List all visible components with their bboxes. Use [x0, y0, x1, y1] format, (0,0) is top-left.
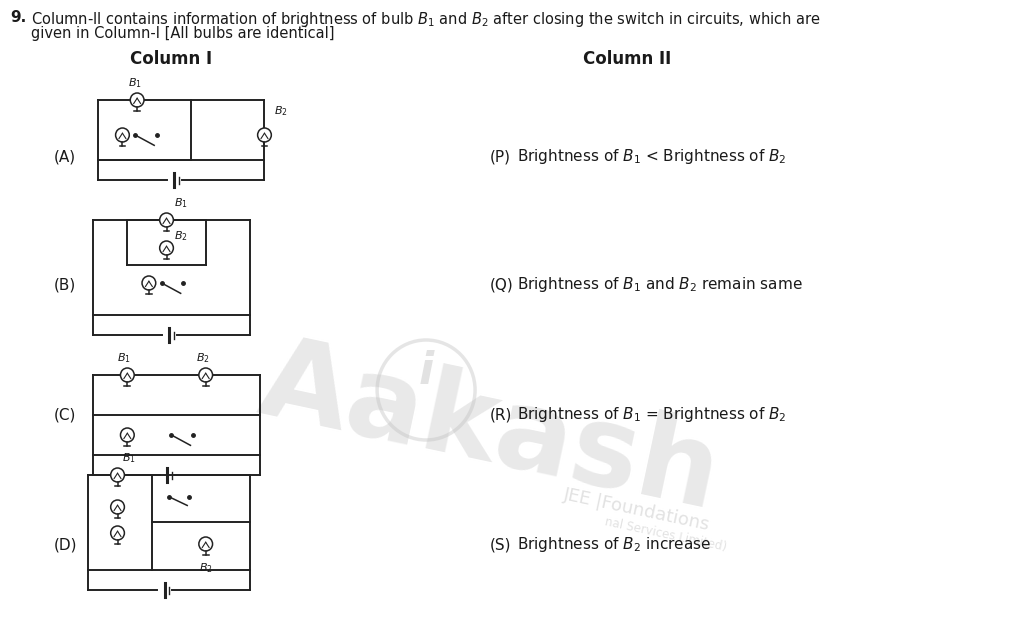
Text: $B_1$: $B_1$ — [174, 196, 188, 210]
Text: Column I: Column I — [130, 50, 212, 68]
Text: Column II: Column II — [583, 50, 671, 68]
Circle shape — [199, 537, 213, 551]
Text: $B_2$: $B_2$ — [174, 229, 188, 243]
Text: $B_1$: $B_1$ — [118, 351, 131, 365]
Text: (S): (S) — [489, 537, 511, 552]
Circle shape — [142, 276, 156, 290]
Text: $B_1$: $B_1$ — [128, 76, 142, 90]
Text: nal Services Limited): nal Services Limited) — [604, 516, 728, 554]
Text: given in Column-I [All bulbs are identical]: given in Column-I [All bulbs are identic… — [32, 26, 335, 41]
Text: (D): (D) — [54, 537, 78, 552]
Text: Brightness of $B_2$ increase: Brightness of $B_2$ increase — [517, 535, 712, 554]
Text: Brightness of $B_1$ < Brightness of $B_2$: Brightness of $B_1$ < Brightness of $B_2… — [517, 147, 786, 166]
Circle shape — [121, 428, 134, 442]
Circle shape — [111, 500, 124, 514]
Circle shape — [258, 128, 271, 142]
Text: $B_2$: $B_2$ — [199, 561, 213, 575]
Circle shape — [160, 213, 173, 227]
Text: 9.: 9. — [10, 10, 26, 25]
Text: Brightness of $B_1$ and $B_2$ remain same: Brightness of $B_1$ and $B_2$ remain sam… — [517, 276, 803, 295]
Text: (C): (C) — [54, 408, 76, 422]
Circle shape — [130, 93, 144, 107]
Text: JEE |Foundations: JEE |Foundations — [562, 486, 712, 534]
Text: (B): (B) — [54, 277, 76, 293]
Circle shape — [111, 526, 124, 540]
Circle shape — [160, 241, 173, 255]
Text: $B_2$: $B_2$ — [196, 351, 210, 365]
Text: $B_1$: $B_1$ — [123, 451, 136, 465]
Text: (R): (R) — [489, 408, 512, 422]
Text: i: i — [419, 351, 434, 394]
Text: Column-II contains information of brightness of bulb $B_1$ and $B_2$ after closi: Column-II contains information of bright… — [32, 10, 821, 29]
Text: Aakash: Aakash — [250, 327, 729, 533]
Circle shape — [199, 368, 213, 382]
Text: (A): (A) — [54, 149, 76, 164]
Circle shape — [116, 128, 129, 142]
Text: (Q): (Q) — [489, 277, 513, 293]
Circle shape — [121, 368, 134, 382]
Circle shape — [111, 468, 124, 482]
Text: $B_2$: $B_2$ — [274, 104, 288, 118]
Text: Brightness of $B_1$ = Brightness of $B_2$: Brightness of $B_1$ = Brightness of $B_2… — [517, 406, 786, 425]
Text: (P): (P) — [489, 149, 511, 164]
